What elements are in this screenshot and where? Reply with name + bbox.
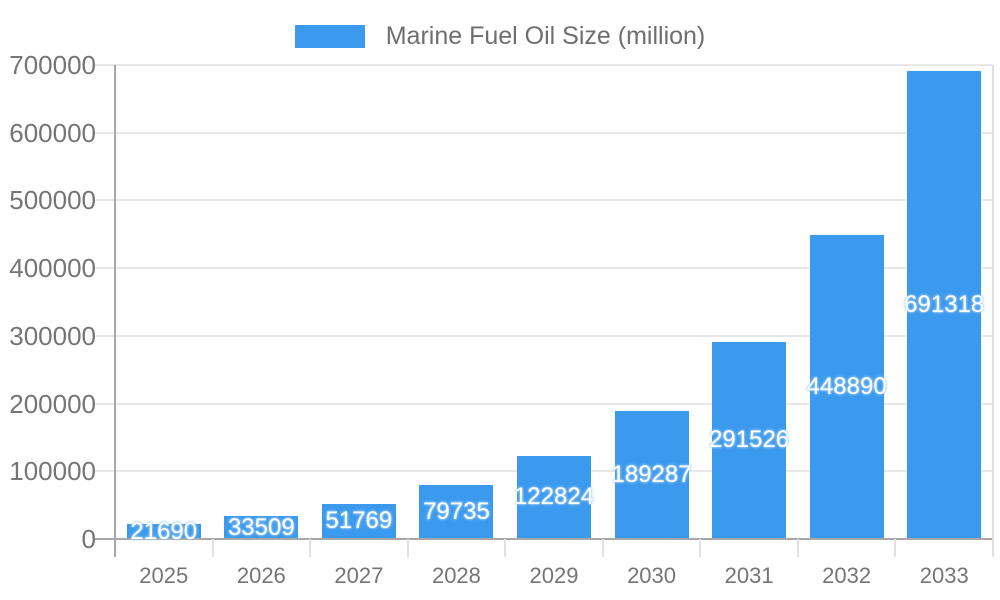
y-axis-line: [114, 65, 116, 557]
x-axis-tick: [406, 539, 409, 557]
y-axis-tick-label: 500000: [9, 185, 96, 216]
plot-right-border: [992, 65, 994, 557]
x-axis-tick-label: 2025: [139, 563, 189, 588]
bar-2030[interactable]: [614, 410, 689, 539]
bar-value-label: 189287: [611, 460, 692, 488]
bar-2029[interactable]: [517, 455, 591, 539]
y-axis-tick-label: 600000: [9, 117, 96, 148]
bar-value-label: 33509: [227, 513, 295, 541]
legend-label: Marine Fuel Oil Size (million): [385, 22, 706, 50]
gridline: [95, 199, 993, 202]
x-axis-tick-label: 2031: [724, 563, 774, 588]
x-axis-tick-label: 2029: [529, 563, 579, 588]
y-axis-tick-label: 200000: [9, 388, 96, 419]
x-axis-tick: [211, 539, 214, 557]
bar-2027[interactable]: [321, 503, 396, 539]
x-axis-tick: [894, 539, 897, 557]
bar-2033[interactable]: [907, 70, 982, 539]
x-axis-tick-label: 2027: [334, 563, 384, 588]
bar-value-label: 122824: [513, 483, 595, 511]
x-axis-tick: [601, 539, 604, 557]
y-axis-tick-label: 100000: [9, 456, 96, 487]
y-axis-tick-label: 700000: [9, 50, 96, 80]
x-axis-tick: [504, 539, 507, 557]
gridline: [95, 131, 993, 134]
bar-value-label: 291526: [709, 426, 790, 454]
bar-value-label: 448890: [806, 373, 887, 401]
bar-2026[interactable]: [224, 516, 299, 539]
y-axis-tick-label: 400000: [9, 253, 96, 284]
bar-2031[interactable]: [712, 341, 787, 539]
x-axis-line: [95, 538, 993, 540]
x-axis-tick: [796, 539, 799, 557]
bar-2028[interactable]: [419, 485, 494, 539]
bar-2025[interactable]: [126, 524, 201, 539]
y-axis-tick-label: 300000: [9, 320, 96, 351]
bar-value-label: 691318: [904, 290, 985, 318]
x-axis-tick-label: 2026: [236, 563, 286, 588]
chart-legend[interactable]: Marine Fuel Oil Size (million): [0, 22, 1000, 51]
bar-2032[interactable]: [809, 235, 884, 539]
x-axis-tick: [699, 539, 702, 557]
gridline: [95, 64, 993, 66]
gridline: [95, 267, 993, 270]
x-axis-tick-label: 2030: [627, 563, 677, 588]
x-axis-tick: [309, 539, 312, 557]
bar-value-label: 79735: [423, 498, 490, 525]
gridline: [95, 334, 993, 337]
legend-swatch: [294, 25, 365, 48]
bar-value-label: 51769: [325, 507, 393, 535]
gridline: [95, 402, 993, 405]
x-axis-tick-label: 2028: [431, 563, 481, 588]
x-axis-tick-label: 2032: [822, 563, 872, 588]
y-axis-tick-label: 0: [81, 524, 96, 554]
x-axis-tick-label: 2033: [919, 563, 969, 588]
bar-value-label: 21690: [130, 517, 198, 545]
